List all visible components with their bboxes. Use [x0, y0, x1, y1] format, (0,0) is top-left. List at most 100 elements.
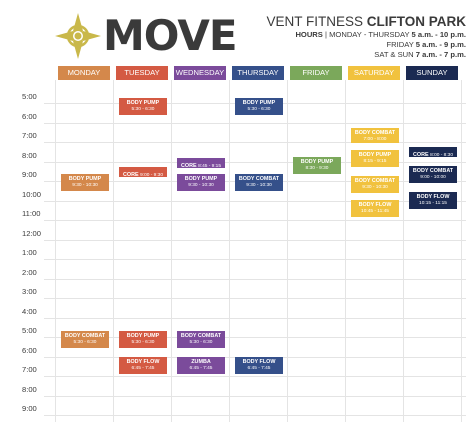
time-label: 8:00: [22, 384, 37, 394]
class-time: 8:15 - 9:15: [363, 159, 387, 164]
class-time: 9:30 - 10:30: [246, 183, 272, 188]
class-name: BODY FLOW: [416, 194, 450, 200]
class-block[interactable]: BODY FLOW 6:45 - 7:45: [119, 357, 167, 374]
class-time: 9:00 - 9:30: [140, 173, 163, 177]
day-header-sunday: SUNDAY: [406, 66, 458, 80]
hour-divider: [44, 278, 466, 280]
column-divider: [113, 80, 114, 422]
class-time: 6:45 - 7:45: [189, 366, 213, 371]
class-block[interactable]: BODY COMBAT 9:30 - 10:30: [235, 174, 283, 191]
class-block[interactable]: ZUMBA 6:45 - 7:45: [177, 357, 225, 374]
class-name: CORE: [122, 172, 141, 177]
hour-divider: [44, 415, 466, 416]
day-header-wednesday: WEDNESDAY: [174, 66, 226, 80]
class-block[interactable]: BODY COMBAT 5:30 - 6:30: [61, 331, 109, 348]
class-block[interactable]: BODY FLOW 10:45 - 11:45: [351, 200, 399, 217]
class-block[interactable]: BODY COMBAT 9:30 - 10:30: [351, 176, 399, 193]
class-block[interactable]: BODY COMBAT 7:00 - 8:00: [351, 128, 399, 143]
class-time: 9:00 - 10:00: [420, 175, 446, 180]
hours-weekday: HOURS | MONDAY - THURSDAY 5 a.m. - 10 p.…: [295, 30, 466, 39]
hour-divider: [44, 200, 466, 202]
class-time: 5:30 - 6:30: [131, 107, 155, 112]
class-time: 5:30 - 6:30: [73, 340, 97, 345]
class-name: BODY PUMP: [126, 100, 160, 106]
class-block[interactable]: BODY PUMP 8:15 - 9:15: [351, 150, 399, 167]
hour-divider: [44, 161, 466, 163]
class-time: 8:00 - 8:30: [430, 153, 453, 157]
day-header-monday: MONDAY: [58, 66, 110, 80]
class-block[interactable]: BODY PUMP 5:30 - 6:30: [235, 98, 283, 115]
time-label: 3:00: [22, 287, 37, 296]
class-block[interactable]: CORE 8:45 - 9:15: [177, 158, 225, 168]
class-name: BODY COMBAT: [238, 176, 280, 182]
class-block[interactable]: BODY FLOW 6:45 - 7:45: [235, 357, 283, 374]
class-block[interactable]: BODY COMBAT 5:30 - 6:30: [177, 331, 225, 348]
time-label: 11:00: [22, 209, 41, 218]
class-name: BODY PUMP: [358, 152, 392, 158]
gym-name: VENT FITNESS CLIFTON PARK: [266, 14, 466, 29]
time-label: 4:00: [22, 306, 37, 316]
class-time: 8:45 - 9:15: [198, 164, 221, 168]
compass-logo-icon: [55, 13, 101, 59]
class-name: BODY COMBAT: [64, 333, 106, 339]
class-block[interactable]: BODY PUMP 9:30 - 10:30: [61, 174, 109, 191]
column-divider: [461, 80, 462, 422]
hour-divider: [44, 259, 466, 260]
time-label: 6:00: [22, 111, 37, 121]
time-label: 9:00: [22, 404, 37, 413]
time-label: 8:00: [22, 150, 37, 160]
class-block[interactable]: CORE 9:00 - 9:30: [119, 167, 167, 177]
time-label: 12:00: [22, 228, 42, 238]
class-name: CORE: [412, 152, 431, 157]
class-time: 5:30 - 6:30: [247, 107, 271, 112]
column-divider: [287, 80, 288, 422]
hour-divider: [44, 298, 466, 299]
class-time: 6:45 - 7:45: [247, 366, 271, 371]
column-divider: [345, 80, 346, 422]
class-time: 5:30 - 6:30: [189, 340, 213, 345]
class-time: 8:30 - 9:30: [305, 166, 329, 171]
time-label: 10:00: [22, 189, 42, 199]
class-name: BODY FLOW: [126, 359, 160, 365]
column-divider: [171, 80, 172, 422]
hour-divider: [44, 395, 466, 397]
hours-weekend: SAT & SUN 7 a.m. - 7 p.m.: [374, 50, 466, 59]
hour-divider: [44, 142, 466, 143]
class-name: BODY COMBAT: [180, 333, 222, 339]
time-label: 6:00: [22, 345, 37, 355]
class-name: BODY FLOW: [242, 359, 276, 365]
time-label: 7:00: [22, 365, 37, 374]
class-time: 6:45 - 7:45: [131, 366, 155, 371]
class-name: BODY FLOW: [358, 202, 392, 208]
class-time: 7:00 - 8:00: [363, 137, 387, 142]
class-block[interactable]: BODY PUMP 5:30 - 6:30: [119, 331, 167, 348]
hour-divider: [44, 220, 466, 221]
hour-divider: [44, 376, 466, 377]
class-block[interactable]: CORE 8:00 - 8:30: [409, 147, 457, 157]
class-block[interactable]: BODY PUMP 9:30 - 10:30: [177, 174, 225, 191]
day-header-tuesday: TUESDAY: [116, 66, 168, 80]
column-divider: [403, 80, 404, 422]
class-time: 9:30 - 10:30: [188, 183, 214, 188]
day-header-saturday: SATURDAY: [348, 66, 400, 80]
class-name: CORE: [180, 163, 199, 168]
class-name: BODY PUMP: [300, 159, 334, 165]
class-block[interactable]: BODY PUMP 8:30 - 9:30: [293, 157, 341, 174]
class-time: 5:30 - 6:30: [131, 340, 155, 345]
class-block[interactable]: BODY COMBAT 9:00 - 10:00: [409, 166, 457, 183]
column-divider: [229, 80, 230, 422]
class-name: ZUMBA: [191, 359, 211, 365]
class-time: 9:30 - 10:30: [72, 183, 98, 188]
hour-divider: [44, 239, 466, 241]
class-name: BODY PUMP: [242, 100, 276, 106]
column-divider: [55, 80, 56, 422]
class-block[interactable]: BODY FLOW 10:15 - 11:15: [409, 192, 457, 209]
class-name: BODY COMBAT: [412, 168, 454, 174]
time-label: 7:00: [22, 131, 37, 140]
time-label: 1:00: [22, 248, 37, 257]
class-block[interactable]: BODY PUMP 5:30 - 6:30: [119, 98, 167, 115]
day-header-thursday: THURSDAY: [232, 66, 284, 80]
logo-wordmark: MOVE: [103, 11, 238, 60]
hour-divider: [44, 317, 466, 319]
class-time: 9:30 - 10:30: [362, 185, 388, 190]
